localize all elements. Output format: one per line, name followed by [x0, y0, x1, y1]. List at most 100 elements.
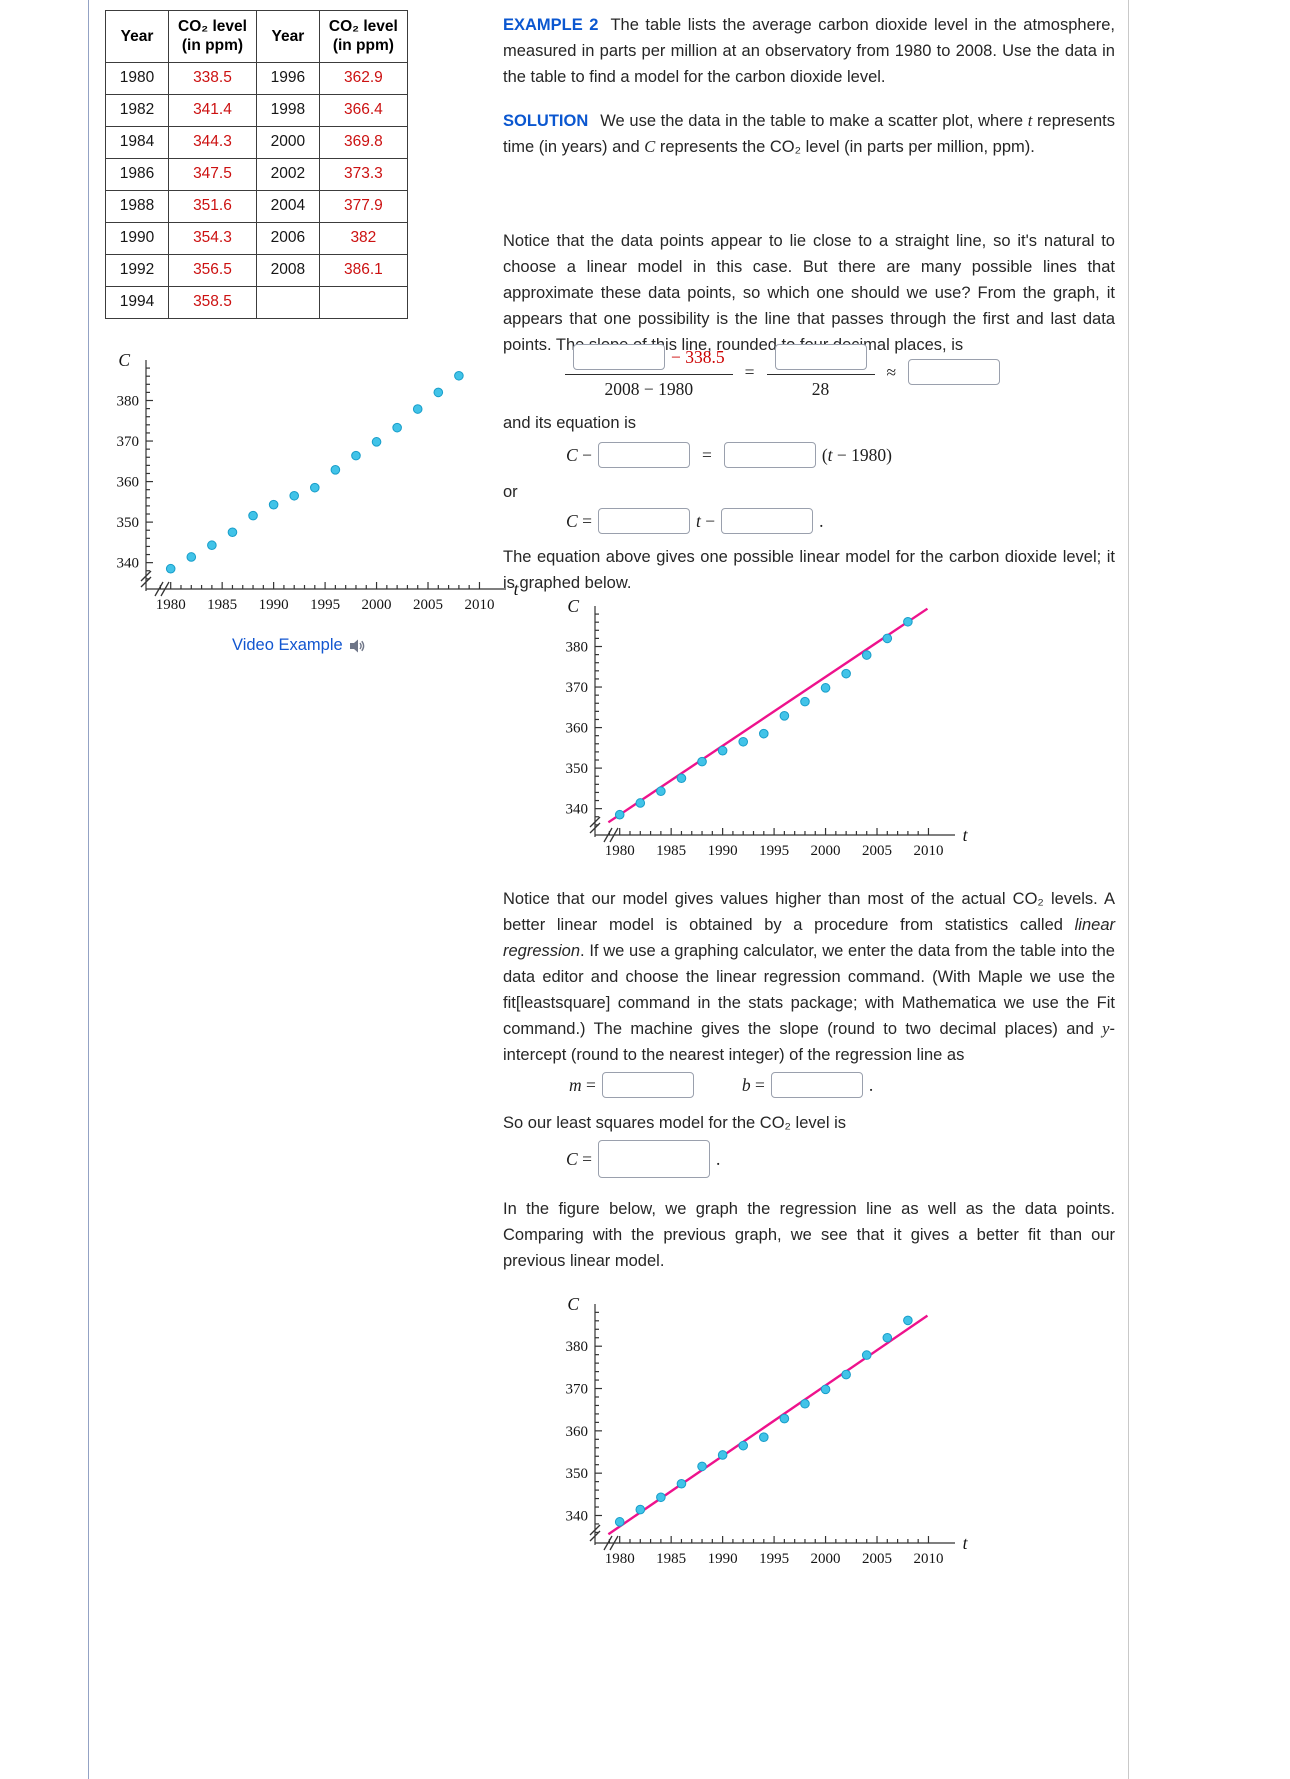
video-example-label: Video Example — [232, 636, 343, 654]
data-point — [165, 563, 176, 574]
year-cell — [255, 285, 320, 319]
slope-fraction: − 338.5 2008 − 1980 — [565, 344, 733, 400]
y-axis-label: C — [567, 1294, 579, 1314]
co2-value-cell: 338.5 — [168, 61, 257, 95]
linear-model-graph: 1980 1985 1990 1995 2000 2005 2010 340 350 360 370… — [566, 596, 969, 859]
table-row: 1980 338.5 1996 362.9 — [105, 61, 408, 95]
tick-label: 350 — [117, 515, 140, 531]
year-cell: 1984 — [105, 125, 169, 159]
least-squares-model-input[interactable] — [597, 1140, 710, 1178]
tick-label: 350 — [566, 1466, 589, 1482]
co2-value-cell: 354.3 — [168, 221, 257, 255]
data-point — [903, 1315, 913, 1326]
period: . — [868, 1074, 874, 1095]
co2-value-cell: 351.6 — [168, 189, 257, 223]
co2-value-cell: 386.1 — [318, 253, 408, 287]
data-point — [820, 1384, 831, 1395]
data-point — [248, 510, 258, 521]
tick-label: 1990 — [708, 843, 738, 859]
tick-label: 2010 — [464, 597, 494, 613]
left-border-rule — [88, 0, 89, 1779]
year-cell: 1980 — [105, 61, 169, 95]
data-point — [717, 745, 728, 756]
scatter-plot: 1980 1985 1990 1995 2000 2005 2010 340 350 360 370… — [117, 350, 520, 613]
data-point — [309, 482, 320, 493]
axis-break-marks — [589, 1524, 619, 1551]
right-border-rule — [1128, 0, 1129, 1779]
tick-label: 2005 — [413, 597, 443, 613]
notice-paragraph: Notice that the data points appear to li… — [503, 232, 1115, 354]
axes — [594, 1304, 955, 1545]
tick-label: 1985 — [656, 843, 686, 859]
text-segment: C — [566, 510, 578, 531]
co2-header-line2: (in ppm) — [332, 37, 394, 55]
least-squares-model-equation: C = . — [560, 1140, 726, 1178]
data-point — [800, 696, 810, 707]
tick-label: 360 — [117, 475, 140, 491]
table-row: 1984 344.3 2000 369.8 — [105, 125, 408, 159]
data-point — [635, 1504, 646, 1515]
year-cell: 2002 — [255, 157, 320, 191]
data-point — [697, 756, 707, 767]
y-axis-label: C — [118, 350, 130, 370]
tick-label: 380 — [117, 394, 140, 410]
text-segment: t — [695, 510, 701, 531]
co2-value-cell: 382 — [318, 221, 408, 255]
tick-label: 1995 — [759, 1551, 789, 1567]
slope-term-input[interactable] — [597, 508, 690, 534]
tick-label: 360 — [566, 1424, 589, 1440]
text-segment: t — [1027, 111, 1033, 130]
slope-m-input[interactable] — [601, 1072, 694, 1098]
co2-value-cell: 356.5 — [168, 253, 257, 287]
data-point — [800, 1398, 810, 1409]
data-point — [779, 1413, 790, 1424]
period: . — [819, 510, 824, 531]
b-label: b = — [741, 1074, 765, 1095]
tick-label: 350 — [566, 761, 589, 777]
co2-value-cell — [318, 285, 408, 319]
data-point — [758, 728, 769, 739]
slope-value-input[interactable] — [908, 359, 1001, 385]
year-cell: 2000 — [255, 125, 320, 159]
axes — [145, 360, 506, 591]
fraction-denominator-years: 2008 − 1980 — [565, 374, 733, 400]
year-cell: 1990 — [105, 221, 169, 255]
regression-graph: 1980 1985 1990 1995 2000 2005 2010 340 350 360 370… — [566, 1294, 969, 1567]
constant-term-input[interactable] — [721, 508, 814, 534]
data-point — [635, 798, 646, 808]
data-point — [676, 1478, 687, 1489]
tick-label: 340 — [117, 556, 140, 572]
data-point — [676, 773, 687, 784]
model-line — [607, 1314, 929, 1536]
tick-label: 1990 — [259, 597, 289, 613]
text-segment: b — [741, 1074, 751, 1095]
year-cell: 1998 — [255, 93, 320, 127]
or-text: or — [503, 483, 518, 501]
x-axis-label: t — [963, 1533, 969, 1553]
fraction-numerator: − 338.5 — [565, 344, 733, 374]
video-example-link[interactable]: Video Example — [232, 636, 366, 655]
text-segment: y — [1102, 1019, 1110, 1038]
equation-lhs: C − — [566, 444, 592, 465]
tick-label: 1980 — [605, 843, 635, 859]
y-axis-label: C — [567, 596, 579, 616]
difference-numerator-input[interactable] — [774, 344, 867, 370]
co2-header: CO₂ level (in ppm) — [168, 10, 257, 63]
tick-label: 2000 — [362, 597, 392, 613]
table-row: 1990 354.3 2006 382 — [105, 221, 408, 255]
slope-numerator-input[interactable] — [573, 344, 665, 370]
tick-label: 1980 — [605, 1551, 635, 1567]
slope-coefficient-input[interactable] — [723, 442, 816, 468]
equals-sign: = — [744, 361, 755, 382]
intercept-input[interactable] — [597, 442, 690, 468]
intercept-b-input[interactable] — [770, 1072, 863, 1098]
tick-label: 1980 — [156, 597, 186, 613]
data-points — [165, 370, 464, 574]
data-point — [779, 711, 790, 721]
table-row: 1992 356.5 2008 386.1 — [105, 253, 408, 287]
equation-suffix: (t − 1980) — [821, 444, 892, 465]
tick-label: 340 — [566, 802, 589, 818]
data-point — [861, 650, 872, 660]
slope-equation: − 338.5 2008 − 1980 = 28 ≈ — [565, 344, 1001, 400]
text-segment: m — [569, 1074, 582, 1095]
